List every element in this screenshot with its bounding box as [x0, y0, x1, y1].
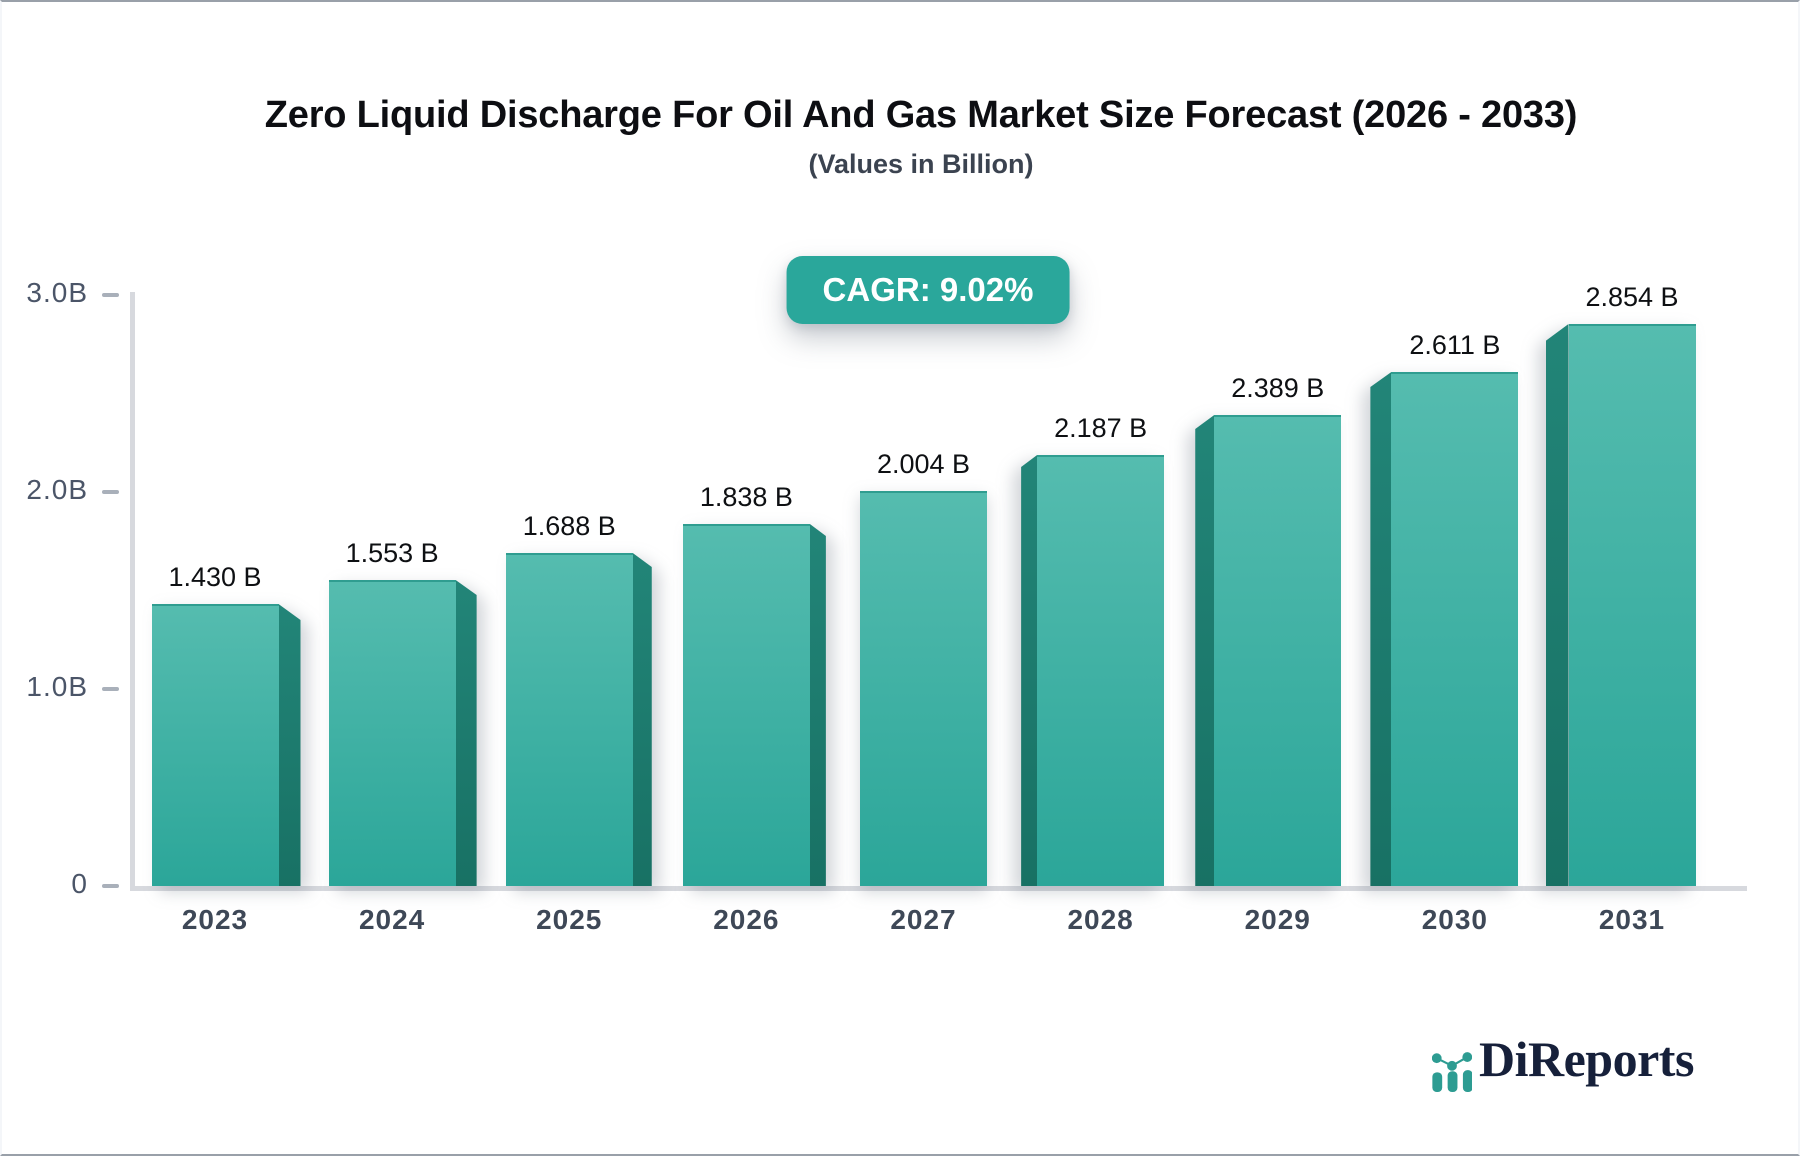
bar-2024 [328, 580, 477, 886]
bar-value-label: 2.854 B [1585, 282, 1679, 312]
bar-face [328, 580, 456, 886]
bar-side-face [809, 524, 826, 886]
x-axis-label-2025: 2025 [536, 904, 603, 935]
bar-2026 [682, 524, 826, 886]
bar-value-label: 1.838 B [699, 482, 793, 512]
bar-side-face [632, 553, 652, 886]
y-axis-tick [102, 490, 119, 494]
bar-2025 [505, 553, 652, 886]
bar-2023 [151, 604, 301, 886]
brand-logo: DiReports [1432, 1031, 1694, 1092]
logo-chart-icon [1432, 1052, 1472, 1092]
bar-side-face [1545, 324, 1569, 886]
chart-title: Zero Liquid Discharge For Oil And Gas Ma… [264, 94, 1578, 136]
bar-value-label: 1.553 B [345, 538, 439, 568]
bar-face [151, 604, 279, 886]
bar-face [1037, 455, 1165, 886]
bar-2027 [860, 491, 987, 886]
x-axis-label-2024: 2024 [358, 904, 426, 935]
bar-face [1214, 415, 1342, 886]
bar-value-label: 1.688 B [522, 511, 616, 541]
bar-face [505, 553, 633, 886]
x-axis-label-2030: 2030 [1421, 904, 1489, 935]
y-axis-tick [102, 687, 119, 691]
x-axis-label-2023: 2023 [181, 904, 249, 935]
bar-value-label: 2.611 B [1409, 330, 1501, 360]
y-axis-label: 2.0B [26, 474, 88, 505]
y-axis-label: 1.0B [26, 671, 88, 702]
bar-face [860, 491, 987, 886]
y-axis-line [130, 292, 135, 891]
x-axis-label-2028: 2028 [1067, 904, 1134, 935]
bar-2029 [1195, 415, 1342, 886]
y-axis-tick [102, 884, 119, 888]
bar-side-face [1370, 372, 1392, 886]
bar-face [1391, 372, 1519, 886]
bar-value-label: 2.187 B [1054, 413, 1148, 443]
x-axis-label-2026: 2026 [713, 904, 780, 935]
bar-value-label: 1.430 B [168, 562, 262, 592]
y-axis-tick [102, 293, 119, 297]
chart-header: Zero Liquid Discharge For Oil And Gas Ma… [2, 94, 1798, 180]
bar-2031 [1545, 324, 1696, 886]
bar-side-face [1021, 455, 1038, 886]
cagr-badge: CAGR: 9.02% [786, 256, 1070, 324]
x-axis-label-2031: 2031 [1598, 904, 1666, 935]
bar-value-label: 2.004 B [876, 449, 971, 479]
x-axis-baseline [130, 886, 1747, 891]
x-axis-label-2029: 2029 [1244, 904, 1311, 935]
bar-2028 [1021, 455, 1165, 886]
y-axis-label: 0 [71, 868, 88, 899]
bar-side-face [1195, 415, 1215, 886]
chart-subtitle: (Values in Billion) [808, 149, 1034, 179]
bar-value-label: 2.389 B [1231, 373, 1325, 403]
bar-2030 [1370, 372, 1519, 886]
x-axis-label-2027: 2027 [890, 904, 957, 935]
y-axis-label: 3.0B [26, 277, 88, 308]
bar-face [682, 524, 810, 886]
bar-side-face [455, 580, 477, 886]
logo-text: DiReports [1479, 1031, 1694, 1087]
bar-side-face [278, 604, 301, 886]
bar-face [1568, 324, 1696, 886]
